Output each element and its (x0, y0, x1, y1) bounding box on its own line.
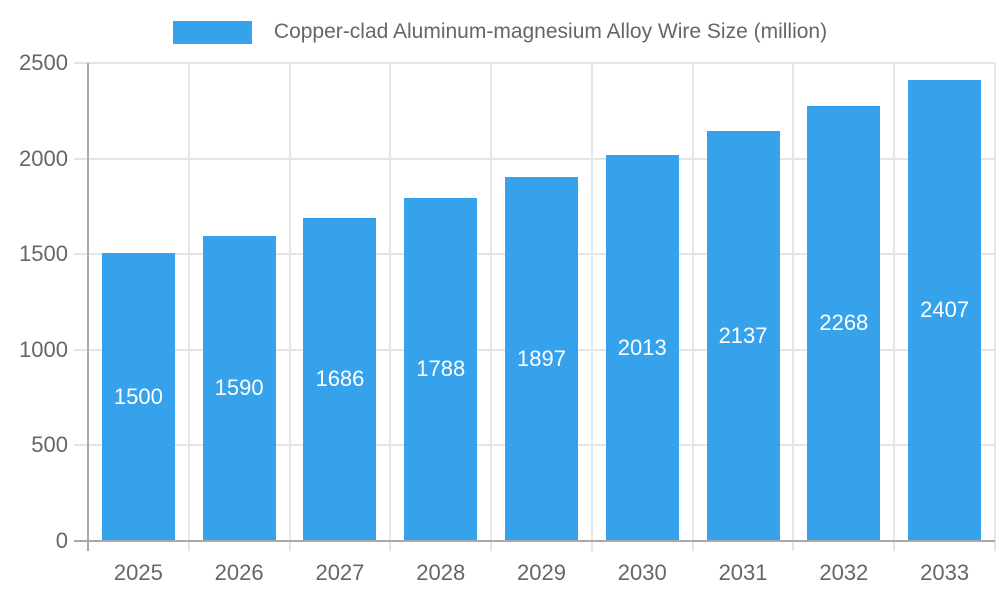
bar[interactable] (908, 79, 982, 540)
bar[interactable] (202, 235, 276, 540)
x-tick (893, 541, 896, 551)
x-tick-label: 2031 (718, 560, 768, 585)
v-gridline (187, 63, 190, 541)
x-tick (288, 541, 291, 551)
legend-swatch (172, 20, 252, 44)
bar-value-label: 1686 (315, 365, 365, 391)
bar-value-label: 1590 (214, 374, 264, 400)
bar-value-label: 2137 (718, 322, 768, 348)
y-tick (74, 540, 88, 542)
bar-value-label: 1500 (113, 383, 163, 409)
x-tick (590, 541, 593, 551)
bar[interactable] (807, 106, 881, 540)
v-gridline (893, 63, 896, 541)
y-tick-label: 0 (55, 528, 68, 553)
y-tick-label: 500 (31, 432, 68, 458)
v-gridline (792, 63, 795, 541)
x-tick (389, 541, 392, 551)
v-gridline (288, 63, 291, 541)
bar[interactable] (505, 177, 578, 540)
bar-value-label: 2268 (819, 310, 869, 336)
y-tick-label: 2000 (19, 145, 68, 171)
bar[interactable] (706, 131, 780, 540)
v-gridline (389, 63, 392, 541)
x-tick (187, 541, 190, 551)
x-tick-label: 2028 (416, 560, 466, 585)
bar-value-label: 2013 (617, 334, 667, 360)
bar[interactable] (605, 155, 679, 540)
y-tick (74, 157, 88, 160)
x-tick (994, 541, 996, 551)
bar-value-label: 1788 (416, 356, 466, 382)
legend-label: Copper-clad Aluminum-magnesium Alloy Wir… (273, 20, 828, 43)
x-axis-line (88, 540, 995, 542)
y-tick (74, 444, 88, 447)
y-tick (74, 253, 88, 256)
legend[interactable]: Copper-clad Aluminum-magnesium Alloy Wir… (0, 20, 1000, 44)
x-tick-label: 2027 (315, 560, 365, 585)
y-tick (74, 62, 88, 64)
x-tick-label: 2029 (517, 560, 566, 585)
x-tick-label: 2025 (113, 560, 163, 585)
x-tick (792, 541, 795, 551)
y-tick-label: 1500 (19, 241, 68, 267)
v-gridline (590, 63, 593, 541)
h-gridline (88, 157, 995, 160)
v-gridline (691, 63, 694, 541)
x-tick (490, 541, 493, 551)
bar[interactable] (303, 217, 377, 540)
x-tick-label: 2026 (214, 560, 264, 585)
x-tick-label: 2032 (819, 560, 869, 585)
x-tick (691, 541, 694, 551)
x-tick-label: 2033 (920, 560, 970, 585)
v-gridline (490, 63, 493, 541)
bar-value-label: 2407 (920, 296, 970, 322)
v-gridline (994, 63, 996, 541)
bar-value-label: 1897 (517, 345, 566, 371)
y-tick (74, 348, 88, 351)
y-tick-label: 2500 (19, 50, 68, 75)
bar[interactable] (404, 198, 478, 540)
h-gridline (88, 62, 995, 64)
y-axis-line (87, 63, 89, 551)
bar[interactable] (101, 253, 175, 540)
y-tick-label: 1000 (19, 336, 68, 362)
x-tick-label: 2030 (617, 560, 667, 585)
